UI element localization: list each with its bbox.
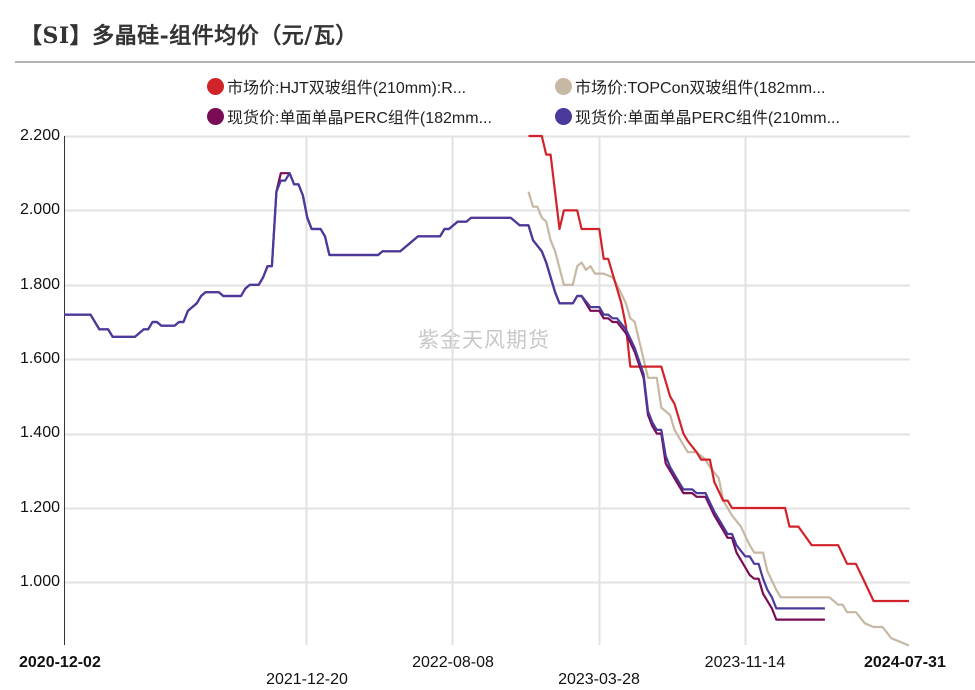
x-tick-label: 2023-11-14 — [704, 654, 786, 671]
series-line[interactable] — [527, 191, 910, 647]
x-tick-label: 2022-08-08 — [412, 654, 494, 671]
watermark: 紫金天风期货 — [418, 329, 550, 352]
y-tick-label: 1.400 — [19, 424, 60, 441]
legend-item-topcon-182[interactable]: 市场价:TOPCon双玻组件(182mm... — [555, 74, 825, 98]
legend-dot-icon — [207, 107, 224, 125]
x-tick-label: 2020-12-02 — [19, 654, 101, 671]
y-tick-label: 1.200 — [19, 499, 60, 516]
legend-item-perc-210[interactable]: 现货价:单面单晶PERC组件(210mm... — [555, 104, 840, 128]
series-line[interactable] — [64, 172, 825, 610]
series-lines — [64, 134, 910, 647]
legend-item-perc-182[interactable]: 现货价:单面单晶PERC组件(182mm... — [207, 104, 492, 128]
y-tick-label: 1.800 — [19, 276, 60, 293]
series-line[interactable] — [64, 172, 825, 621]
chart-title: 【SI】多晶硅-组件均价（元/瓦） — [20, 23, 358, 49]
legend-label: 现货价:单面单晶PERC组件(210mm... — [575, 110, 840, 127]
legend-label: 现货价:单面单晶PERC组件(182mm... — [227, 110, 492, 127]
y-tick-label: 2.200 — [19, 127, 60, 144]
series-line[interactable] — [528, 134, 910, 603]
legend-label: 市场价:TOPCon双玻组件(182mm... — [575, 80, 826, 97]
grid-lines — [64, 135, 910, 645]
x-tick-label: 2024-07-31 — [864, 654, 946, 671]
legend-dot-icon — [555, 107, 572, 125]
x-tick-label: 2023-03-28 — [558, 671, 640, 688]
legend-label: 市场价:HJT双玻组件(210mm):R... — [227, 80, 467, 97]
y-tick-label: 1.000 — [19, 573, 60, 590]
y-tick-label: 1.600 — [19, 350, 60, 367]
legend-item-hjt-210[interactable]: 市场价:HJT双玻组件(210mm):R... — [207, 74, 466, 98]
legend-dot-icon — [207, 77, 224, 95]
legend-dot-icon — [555, 77, 572, 95]
title-divider — [15, 61, 975, 63]
y-tick-label: 2.000 — [19, 201, 60, 218]
x-tick-label: 2021-12-20 — [266, 671, 348, 688]
